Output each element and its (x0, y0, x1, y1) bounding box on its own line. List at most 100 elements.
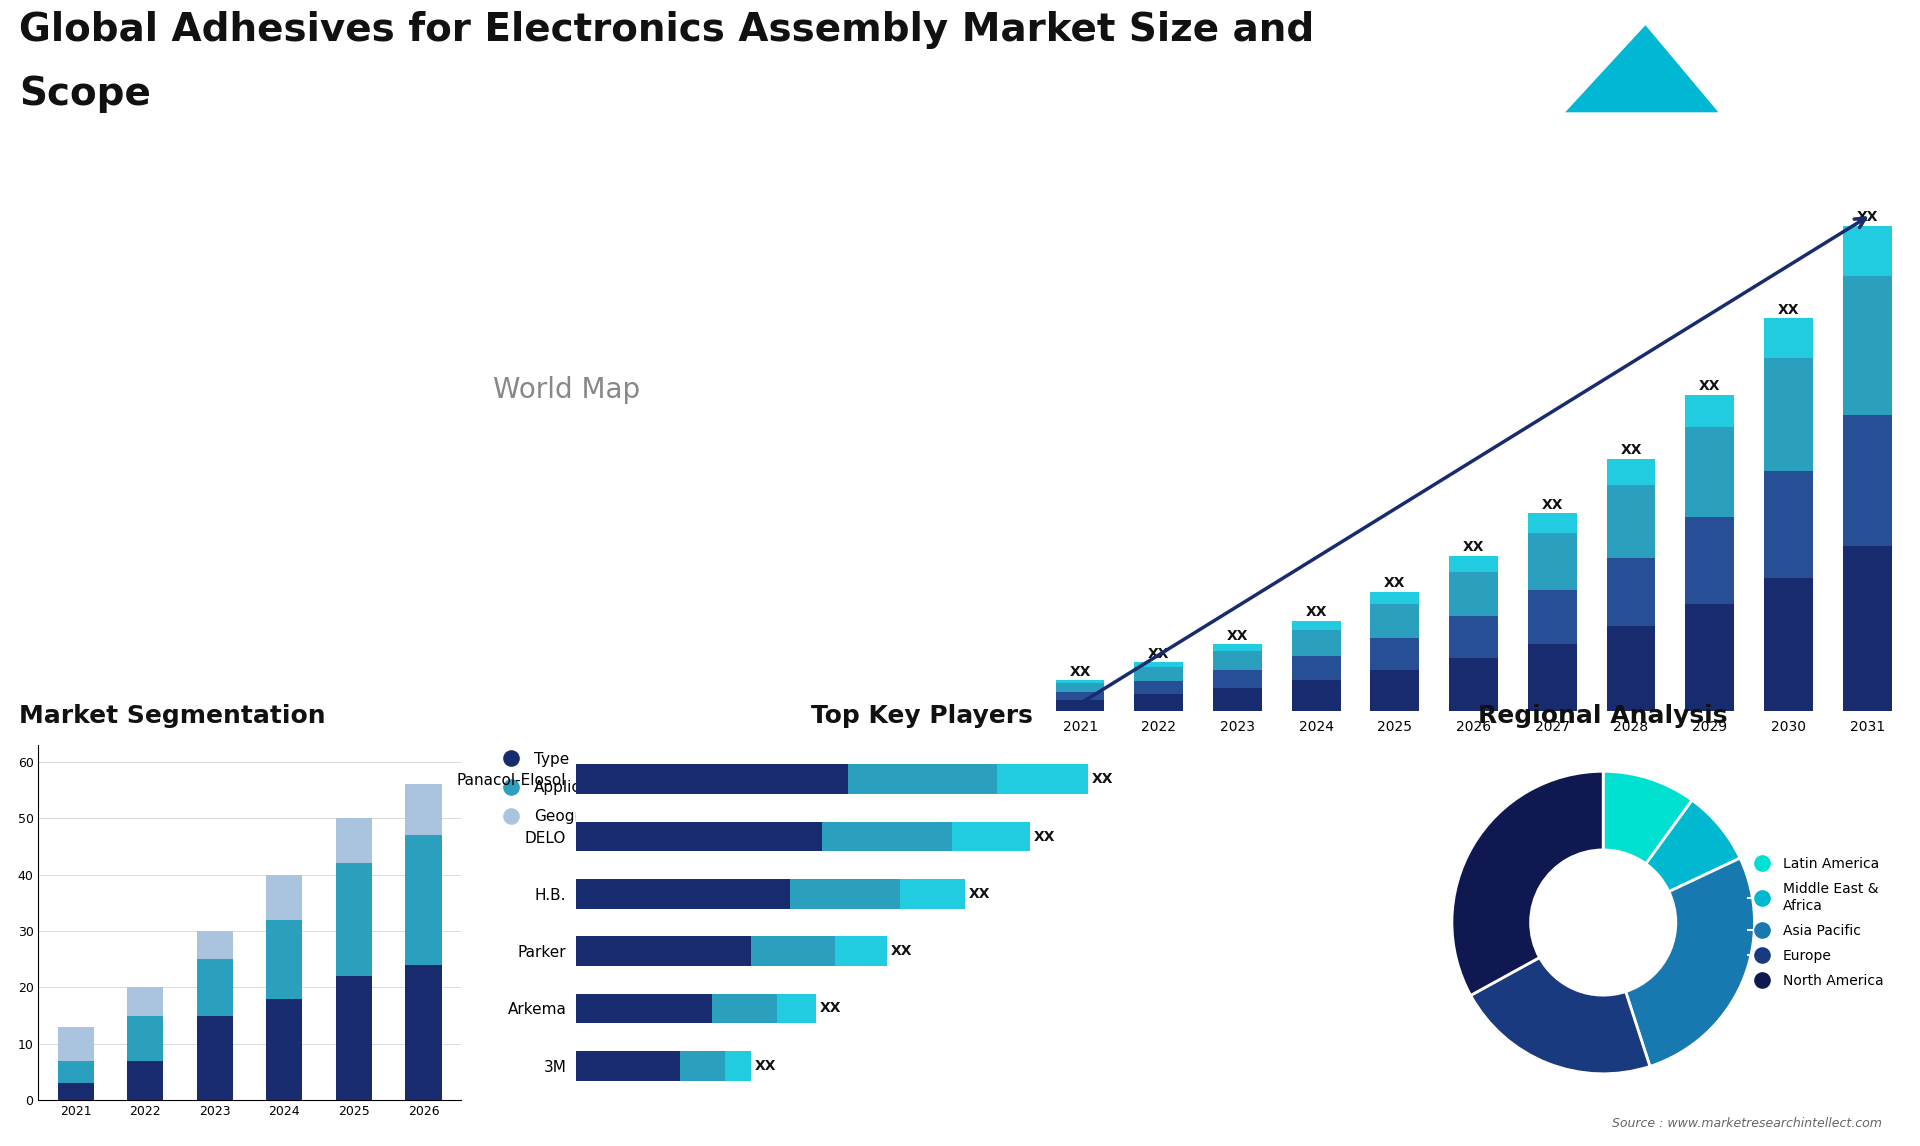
Bar (1135, 694, 1183, 711)
Bar (1056, 683, 1104, 692)
Bar (849, 764, 996, 794)
Bar (726, 1051, 751, 1081)
Text: XX: XX (1306, 605, 1327, 619)
Bar (1292, 657, 1340, 681)
Bar (58, 1027, 94, 1061)
Text: XX: XX (891, 944, 912, 958)
Bar (1843, 415, 1891, 545)
Bar (1764, 319, 1812, 359)
Bar (1292, 681, 1340, 711)
Bar (1135, 667, 1183, 682)
Bar (1450, 658, 1498, 711)
Bar (789, 879, 900, 909)
Bar (576, 936, 751, 966)
Bar (1450, 572, 1498, 615)
Bar (336, 818, 372, 863)
Text: Source : www.marketresearchintellect.com: Source : www.marketresearchintellect.com (1611, 1116, 1882, 1130)
Wedge shape (1452, 771, 1603, 996)
Bar (1056, 681, 1104, 683)
Bar (1371, 604, 1419, 638)
Bar (1686, 426, 1734, 517)
Bar (127, 988, 163, 1015)
Bar (196, 1015, 232, 1100)
Bar (952, 822, 1029, 851)
Wedge shape (1626, 858, 1755, 1067)
Text: XX: XX (1384, 576, 1405, 590)
Bar (1056, 692, 1104, 700)
Text: XX: XX (970, 887, 991, 901)
Text: XX: XX (1033, 830, 1056, 843)
Bar (1607, 460, 1655, 485)
Bar (405, 965, 442, 1100)
Bar (1607, 626, 1655, 711)
Bar (58, 1061, 94, 1083)
Bar (1135, 682, 1183, 694)
Wedge shape (1603, 771, 1692, 864)
Text: XX: XX (1857, 210, 1878, 225)
Text: XX: XX (1463, 540, 1484, 554)
Bar (1764, 471, 1812, 578)
Bar (267, 998, 303, 1100)
Bar (336, 976, 372, 1100)
Bar (576, 994, 712, 1023)
Bar (127, 1061, 163, 1100)
Bar (996, 764, 1089, 794)
Text: XX: XX (1227, 628, 1248, 643)
Bar (127, 1015, 163, 1061)
Legend: Latin America, Middle East &
Africa, Asia Pacific, Europe, North America: Latin America, Middle East & Africa, Asi… (1743, 851, 1889, 994)
Wedge shape (1645, 800, 1740, 892)
Text: XX: XX (820, 1002, 841, 1015)
Text: World Map: World Map (493, 376, 639, 403)
Bar (196, 931, 232, 959)
Bar (1843, 276, 1891, 415)
Text: XX: XX (1620, 444, 1642, 457)
Bar (336, 863, 372, 976)
Text: XX: XX (1069, 665, 1091, 678)
Bar (1607, 558, 1655, 626)
Bar (1056, 700, 1104, 711)
Bar (576, 764, 849, 794)
Bar (58, 1083, 94, 1100)
Bar (1450, 556, 1498, 572)
Text: XX: XX (1092, 772, 1114, 786)
Bar (1686, 604, 1734, 711)
Text: XX: XX (1542, 497, 1563, 512)
Bar (1686, 394, 1734, 426)
Bar (576, 1051, 680, 1081)
Bar (1213, 670, 1261, 689)
Bar (1292, 630, 1340, 657)
Text: XX: XX (755, 1059, 776, 1073)
Bar (576, 879, 789, 909)
Bar (576, 822, 822, 851)
Text: XX: XX (1778, 303, 1799, 316)
Bar (1843, 545, 1891, 711)
Text: MARKET
RESEARCH
INTELLECT: MARKET RESEARCH INTELLECT (1740, 33, 1811, 81)
Bar (1528, 534, 1576, 590)
Bar (1528, 644, 1576, 711)
Polygon shape (1565, 25, 1718, 112)
Text: Scope: Scope (19, 76, 152, 113)
Text: Global Adhesives for Electronics Assembly Market Size and: Global Adhesives for Electronics Assembl… (19, 11, 1315, 49)
Bar (405, 784, 442, 835)
Text: Market Segmentation: Market Segmentation (19, 705, 326, 728)
Bar (1764, 359, 1812, 471)
Bar (1764, 578, 1812, 711)
Bar (1135, 662, 1183, 667)
Legend: Type, Application, Geography: Type, Application, Geography (490, 745, 626, 830)
Text: XX: XX (1148, 646, 1169, 660)
Bar (1528, 513, 1576, 534)
Bar (267, 920, 303, 998)
Bar (1686, 517, 1734, 604)
Bar (405, 835, 442, 965)
Bar (1213, 651, 1261, 670)
Bar (822, 822, 952, 851)
Bar (1371, 591, 1419, 604)
Bar (712, 994, 778, 1023)
Bar (196, 959, 232, 1015)
Bar (1528, 590, 1576, 644)
Bar (267, 874, 303, 920)
Bar (680, 1051, 726, 1081)
Bar (1607, 485, 1655, 558)
Bar (1213, 644, 1261, 651)
Text: Top Key Players: Top Key Players (810, 705, 1033, 728)
